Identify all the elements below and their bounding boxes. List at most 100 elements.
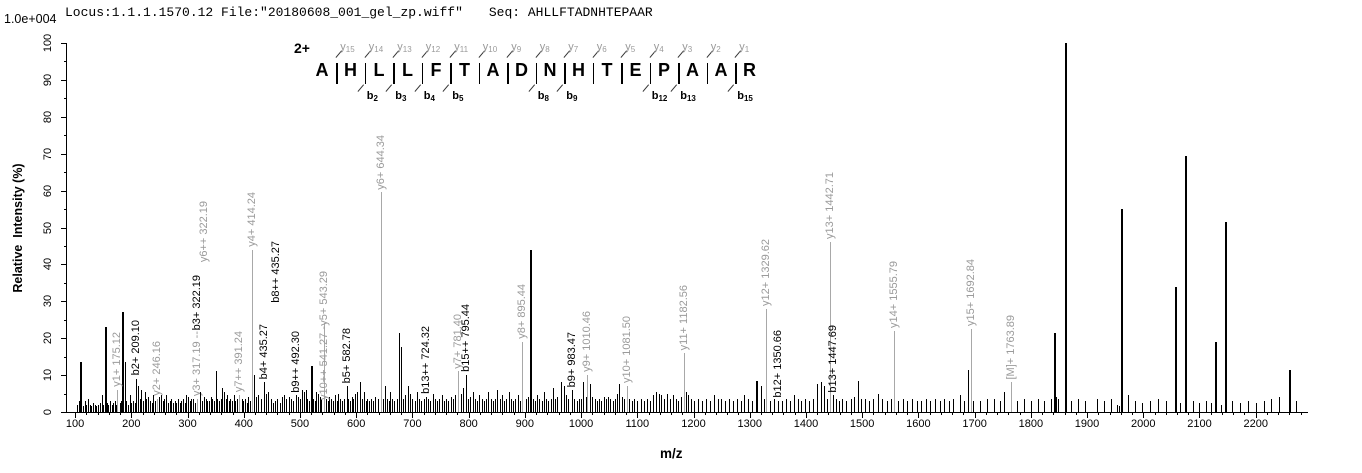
plot-area[interactable]: 100 200 300 400 500 600 700 800 900 1000 1100 1200 1… <box>42 34 1308 430</box>
noise-peak <box>235 400 237 412</box>
y-axis-title: Relative Intensity (%) <box>11 163 25 293</box>
x-tick-label: 1500 <box>849 418 875 430</box>
noise-peak <box>610 399 612 412</box>
noise-peak <box>270 399 272 412</box>
noise-peak <box>698 399 699 412</box>
noise-peak <box>1157 399 1159 412</box>
noise-peak <box>537 395 539 412</box>
x-tick-minor <box>1008 412 1010 415</box>
x-tick-minor <box>1177 412 1178 415</box>
noise-peak <box>191 399 193 412</box>
noise-peak <box>299 399 301 412</box>
noise-peak <box>355 393 357 412</box>
noise-peak <box>348 399 350 412</box>
noise-peak <box>552 388 554 412</box>
x-tick-minor <box>446 412 448 415</box>
noise-peak <box>166 395 168 412</box>
peak-label: y5+ 543.29 <box>317 270 330 326</box>
y-ion-label: y9 <box>511 41 522 54</box>
noise-peak <box>193 399 195 412</box>
x-tick-label: 1400 <box>793 418 819 430</box>
fragmentation-bond <box>450 63 452 84</box>
x-tick-minor <box>1289 412 1291 415</box>
noise-peak <box>339 399 341 412</box>
b-ion-slash <box>385 84 393 93</box>
noise-peak <box>266 393 268 412</box>
x-tick-major <box>187 412 189 418</box>
noise-peak <box>367 399 369 412</box>
y-tick-minor <box>64 319 67 321</box>
x-tick-minor <box>389 412 391 415</box>
noise-peak <box>248 397 250 412</box>
fragment-peak <box>295 395 297 412</box>
noise-peak <box>305 389 307 412</box>
noise-peak <box>681 397 683 412</box>
noise-peak <box>410 393 412 412</box>
peak-label: y3+ 317.19 -- <box>191 330 204 397</box>
noise-peak <box>669 399 671 412</box>
noise-peak <box>850 399 852 412</box>
peak-label: b13++ 724.32 <box>420 326 433 395</box>
sequence-residue: F <box>430 60 442 80</box>
y-ion-label: y4 <box>653 41 664 54</box>
noise-peak <box>1199 402 1201 412</box>
noise-peak <box>709 400 711 412</box>
noise-peak <box>373 400 375 412</box>
noise-peak <box>351 397 353 412</box>
noise-peak <box>532 399 534 412</box>
x-tick-minor <box>108 412 110 415</box>
noise-peak <box>501 395 503 412</box>
intensity-scale-label: 1.0e+004 <box>4 12 57 26</box>
noise-peak <box>123 393 125 412</box>
noise-peak <box>826 399 828 412</box>
noise-peak <box>721 399 723 412</box>
noise-peak <box>405 395 407 412</box>
fragment-peak <box>832 395 834 412</box>
x-tick-minor <box>221 412 223 415</box>
noise-peak <box>688 395 690 412</box>
noise-peak <box>898 400 900 412</box>
x-axis-title: m/z <box>660 446 683 461</box>
noise-peak <box>222 388 224 412</box>
noise-peak <box>517 395 519 412</box>
x-tick-minor <box>929 412 931 415</box>
noise-peak <box>474 399 476 412</box>
y-ion-label: y12 <box>425 41 441 54</box>
y-ion-label: y6 <box>596 41 607 54</box>
x-tick-major <box>918 412 920 418</box>
noise-peak <box>441 395 443 412</box>
x-tick-label: 1000 <box>568 418 594 430</box>
x-tick-major <box>1030 412 1032 418</box>
noise-peak <box>181 400 183 412</box>
noise-peak <box>189 400 191 412</box>
noise-peak <box>338 393 340 412</box>
noise-peak <box>785 399 787 412</box>
peak-label: b13+ 1447.69 <box>826 324 839 393</box>
noise-peak <box>463 388 464 412</box>
noise-peak <box>513 400 515 412</box>
noise-peak <box>407 386 409 412</box>
noise-peak <box>383 399 385 412</box>
x-tick-minor <box>907 412 909 415</box>
fragment-peak <box>766 308 768 412</box>
noise-peak <box>1247 400 1249 412</box>
noise-peak <box>781 400 783 412</box>
x-tick-minor <box>1278 412 1280 415</box>
fragment-peak <box>466 375 468 412</box>
noise-peak <box>260 399 262 412</box>
fragmentation-bond <box>678 63 680 84</box>
noise-peak <box>421 400 423 412</box>
noise-peak <box>472 391 474 412</box>
noise-peak <box>113 402 115 412</box>
noise-peak <box>208 400 210 412</box>
peak-label: y13+ 1442.71 <box>823 172 836 240</box>
noise-peak <box>212 399 214 412</box>
noise-peak <box>1110 399 1112 412</box>
noise-peak <box>713 395 715 412</box>
y-tick-major <box>61 227 67 229</box>
noise-peak <box>314 400 316 412</box>
noise-peak <box>1278 397 1280 412</box>
noise-peak <box>631 400 633 412</box>
noise-peak <box>820 382 822 412</box>
peak-label: y10+ 1081.50 <box>620 316 633 384</box>
